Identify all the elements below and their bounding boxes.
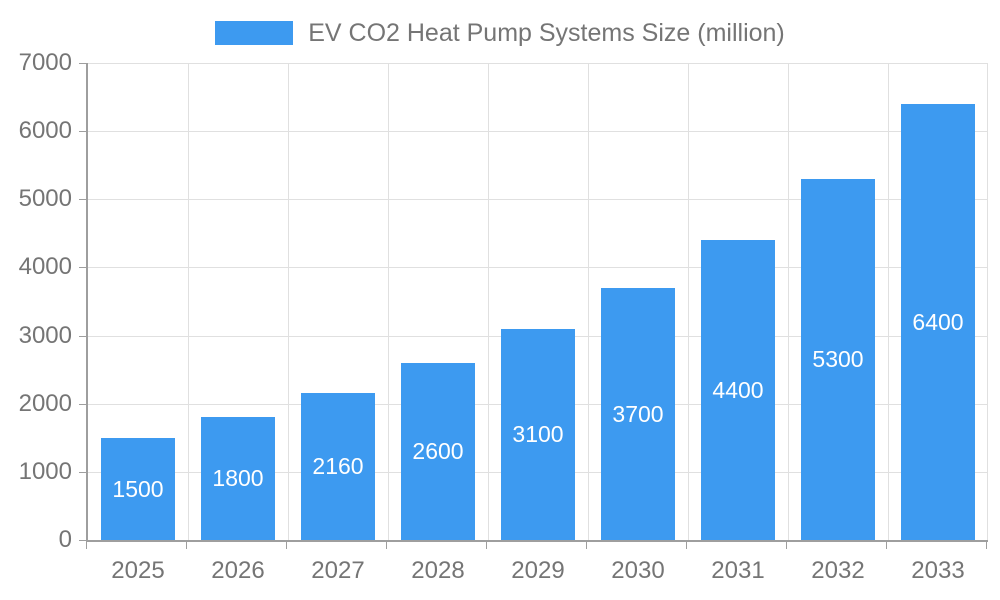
bar-2030[interactable]: 3700: [601, 288, 675, 540]
bar-2025[interactable]: 1500: [101, 438, 175, 540]
y-axis-tick: [79, 336, 86, 337]
x-axis-tick: [686, 542, 687, 549]
x-axis-label: 2026: [211, 557, 265, 584]
y-axis-tick: [79, 404, 86, 405]
y-axis-label: 4000: [18, 253, 72, 280]
bar-2026[interactable]: 1800: [201, 417, 275, 540]
x-axis-label: 2031: [711, 557, 765, 584]
y-axis-tick: [79, 472, 86, 473]
legend-label: EV CO2 Heat Pump Systems Size (million): [308, 19, 785, 47]
x-axis-tick: [386, 542, 387, 549]
gridline-v: [688, 63, 689, 540]
plot-area: 1500 1800 2160 2600 3100 3700 4400 5300 6400: [86, 63, 988, 542]
bar-value-label: 3700: [612, 400, 664, 427]
gridline-v: [588, 63, 589, 540]
y-axis-tick: [79, 199, 86, 200]
y-axis-label: 5000: [18, 185, 72, 212]
y-axis-tick: [79, 540, 86, 541]
gridline-v: [188, 63, 189, 540]
y-axis-tick: [79, 267, 86, 268]
x-axis-label: 2033: [911, 557, 965, 584]
gridline-v: [388, 63, 389, 540]
x-axis-label: 2030: [611, 557, 665, 584]
bar-value-label: 4400: [712, 376, 764, 403]
bar-2032[interactable]: 5300: [801, 179, 875, 540]
bar-value-label: 3100: [512, 421, 564, 447]
gridline-v: [788, 63, 789, 540]
x-axis-label: 2027: [311, 557, 365, 584]
y-axis-label: 0: [58, 526, 72, 553]
gridline-h: [88, 63, 988, 64]
x-axis-tick: [486, 542, 487, 549]
y-axis-label: 2000: [18, 390, 72, 417]
legend-swatch: [215, 21, 294, 45]
bar-2027[interactable]: 2160: [301, 393, 375, 540]
bar-value-label: 2600: [412, 438, 464, 464]
bar-2029[interactable]: 3100: [501, 329, 575, 540]
gridline-v: [288, 63, 289, 540]
gridline-v: [488, 63, 489, 540]
x-axis-label: 2028: [411, 557, 465, 584]
y-axis-label: 6000: [18, 117, 72, 144]
gridline-h: [88, 131, 988, 132]
bar-value-label: 6400: [912, 308, 964, 335]
x-axis-tick: [586, 542, 587, 549]
x-axis-tick: [186, 542, 187, 549]
bar-2031[interactable]: 4400: [701, 240, 775, 540]
y-axis-tick: [79, 131, 86, 132]
bar-value-label: 5300: [812, 346, 864, 372]
x-axis-label: 2032: [811, 557, 865, 584]
y-axis-label: 7000: [18, 49, 72, 76]
x-axis-label: 2025: [111, 557, 165, 584]
x-axis-label: 2029: [511, 557, 565, 584]
gridline-v: [888, 63, 889, 540]
x-axis-tick: [286, 542, 287, 549]
x-axis-tick: [886, 542, 887, 549]
bar-2028[interactable]: 2600: [401, 363, 475, 540]
gridline-v: [987, 63, 988, 540]
y-axis-label: 1000: [18, 458, 72, 485]
chart-legend[interactable]: EV CO2 Heat Pump Systems Size (million): [0, 16, 1000, 50]
bar-2033[interactable]: 6400: [901, 104, 975, 540]
y-axis-tick: [79, 63, 86, 64]
gridline-h: [88, 267, 988, 268]
bar-value-label: 1500: [112, 475, 164, 502]
bar-value-label: 1800: [212, 465, 264, 491]
x-axis-tick: [86, 542, 87, 549]
bar-value-label: 2160: [312, 453, 364, 479]
y-axis-label: 3000: [18, 322, 72, 349]
gridline-h: [88, 199, 988, 200]
x-axis-tick: [786, 542, 787, 549]
x-axis-tick: [986, 542, 987, 549]
